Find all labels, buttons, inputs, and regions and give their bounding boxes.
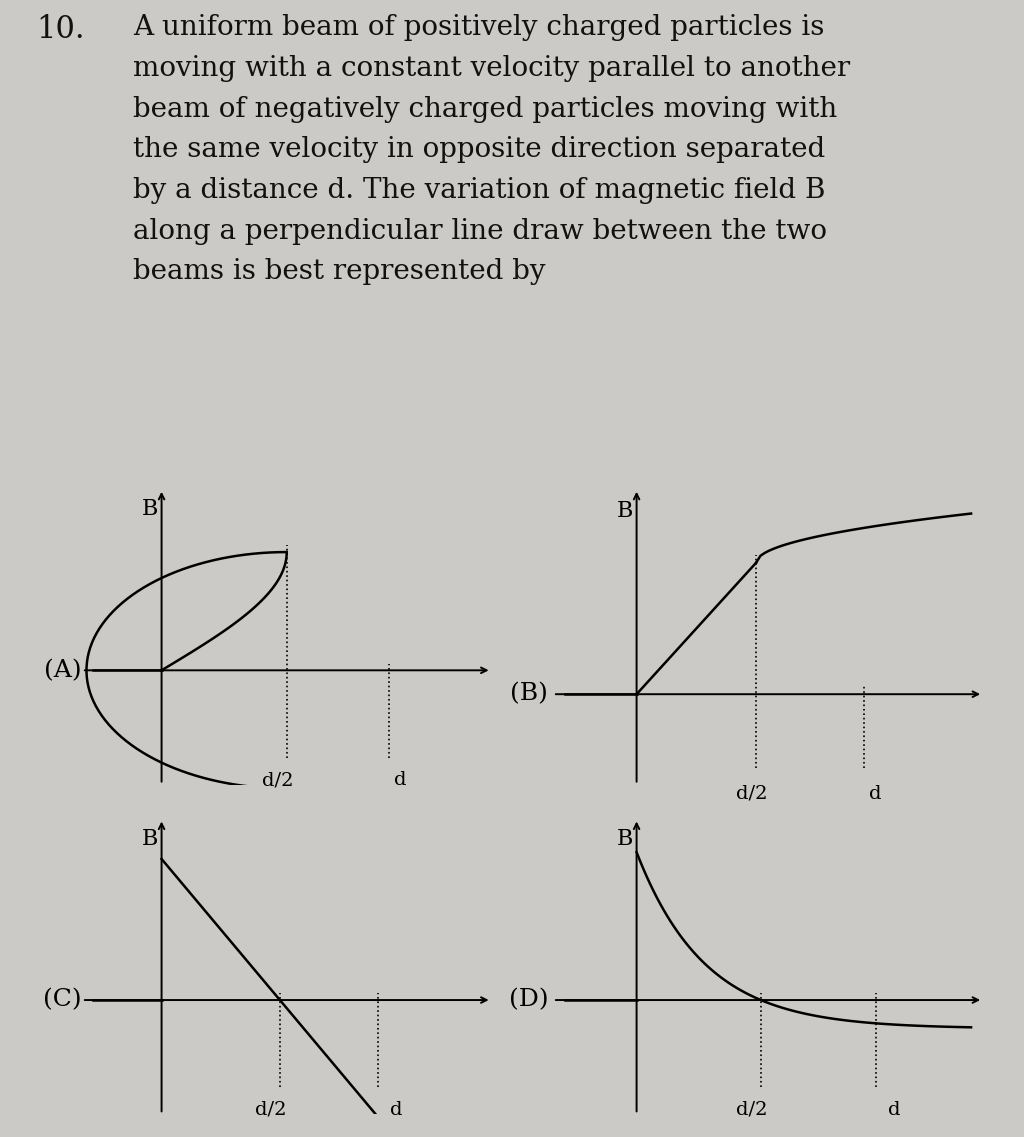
Text: d/2: d/2 <box>262 771 293 789</box>
Text: d: d <box>390 1101 402 1119</box>
Text: B: B <box>616 828 633 850</box>
Text: d/2: d/2 <box>735 1101 767 1119</box>
Text: B: B <box>616 500 633 522</box>
Text: (C): (C) <box>43 988 82 1012</box>
Text: d: d <box>889 1101 901 1119</box>
Text: B: B <box>142 498 159 521</box>
Text: (B): (B) <box>510 682 548 706</box>
Text: (A): (A) <box>44 658 82 682</box>
Text: A uniform beam of positively charged particles is
moving with a constant velocit: A uniform beam of positively charged par… <box>133 15 850 285</box>
Text: (D): (D) <box>509 988 548 1012</box>
Text: d/2: d/2 <box>255 1101 287 1119</box>
Text: 10.: 10. <box>36 15 84 45</box>
Text: d: d <box>869 785 882 803</box>
Text: B: B <box>142 828 159 850</box>
Text: d: d <box>394 771 407 789</box>
Text: d/2: d/2 <box>735 785 767 803</box>
